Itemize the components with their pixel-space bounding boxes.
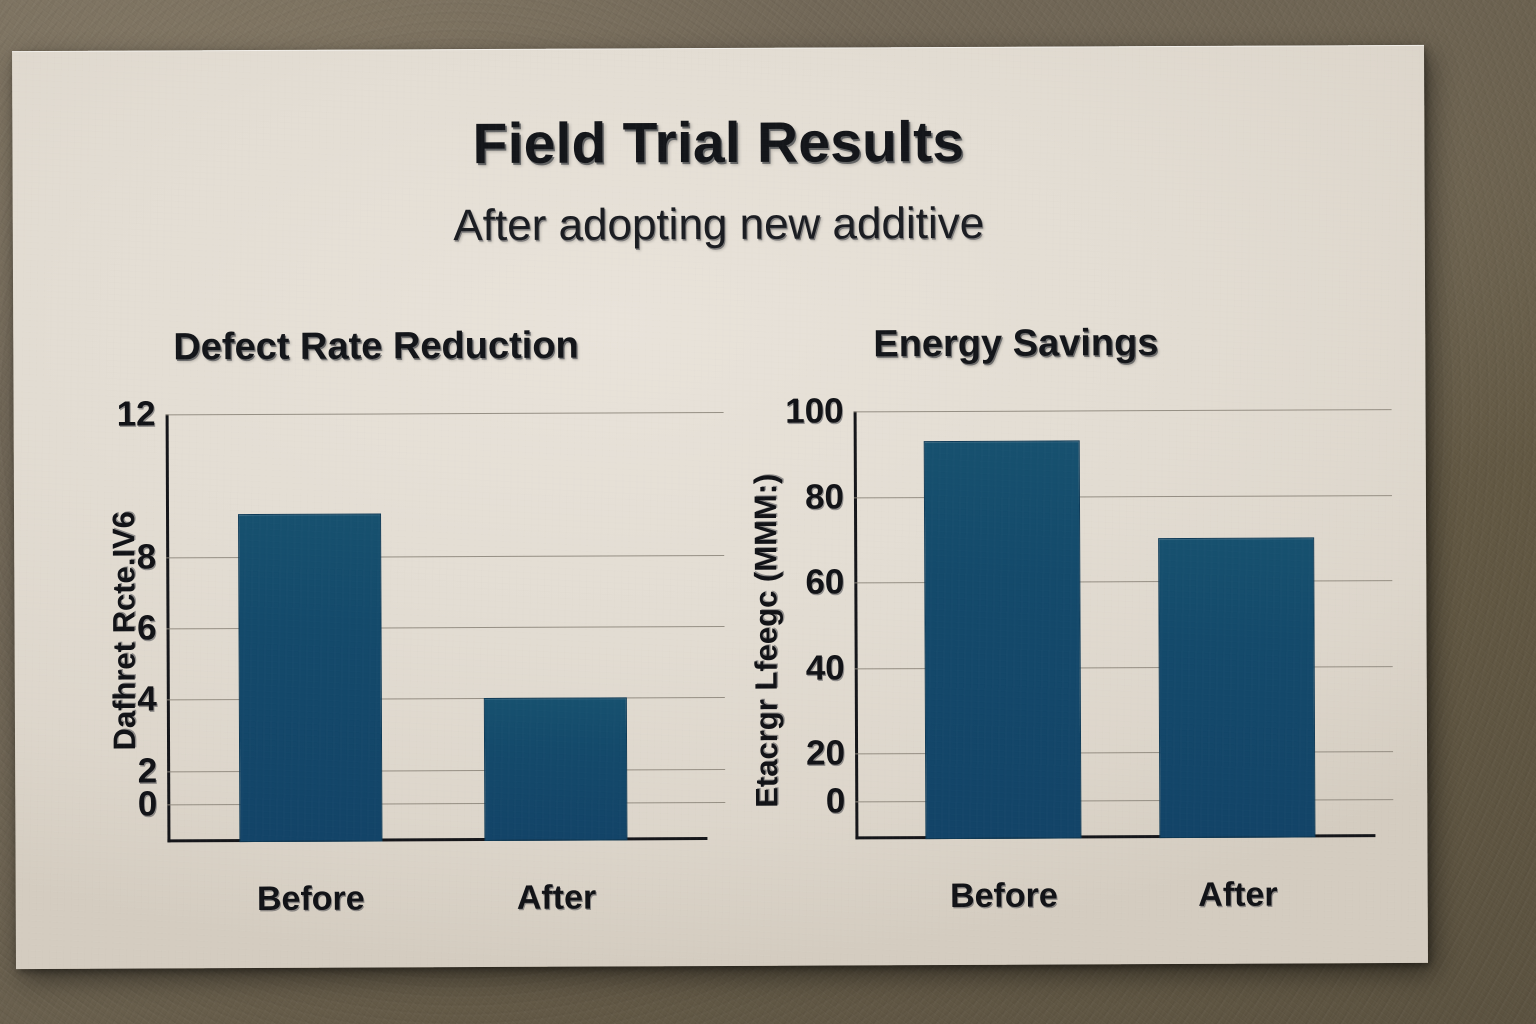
- x-tick-label-after: After: [1198, 875, 1278, 914]
- chart-panel-energy-savings: Etacrgr Lfeegc (MMM:) 0 20 40 60 80 100 Befor…: [718, 45, 1428, 966]
- bar-after: [1158, 537, 1316, 839]
- y-tick-label: 0: [825, 781, 846, 821]
- y-tick-label: 80: [804, 477, 845, 517]
- y-tick-label: 4: [137, 679, 157, 719]
- chart-panel-defect-rate-reduction: Dafhret Rcte.IV6 0 2 4 6 8 12 Before After: [12, 48, 726, 969]
- bar-before: [923, 440, 1082, 840]
- x-tick-label-before: Before: [256, 879, 365, 919]
- y-tick-label: 12: [116, 394, 156, 434]
- y-tick-label: 100: [785, 391, 844, 431]
- y-tick-label: 8: [136, 537, 157, 577]
- bar-after: [484, 697, 628, 842]
- bar-before: [237, 513, 383, 843]
- printed-chart-poster: Field Trial Results After adopting new a…: [12, 44, 1428, 970]
- poster-content: Field Trial Results After adopting new a…: [12, 45, 1428, 969]
- x-tick-label-before: Before: [949, 876, 1058, 915]
- y-tick-label: 60: [805, 562, 845, 602]
- y-tick-label: 2: [137, 751, 158, 791]
- y-tick-label: 6: [136, 608, 157, 648]
- x-tick-label-after: After: [516, 878, 597, 917]
- y-tick-label: 40: [805, 648, 845, 688]
- y-tick-label: 20: [806, 733, 846, 774]
